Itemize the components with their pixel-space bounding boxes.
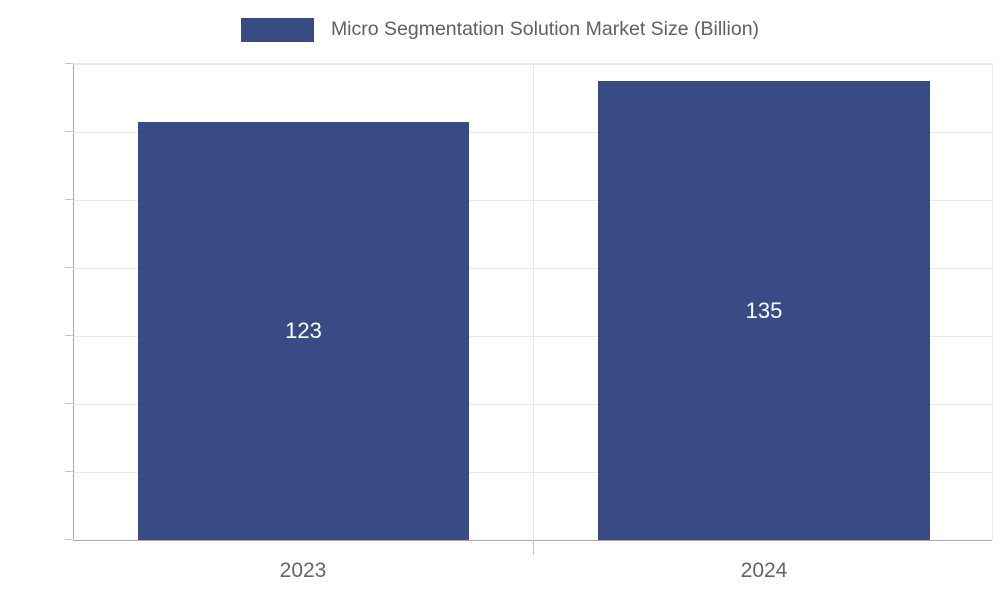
legend-color-swatch-icon: [240, 18, 314, 42]
y-tick-mark-0: [65, 539, 73, 540]
plot-area: 123 135: [73, 63, 993, 541]
chart-legend: Micro Segmentation Solution Market Size …: [0, 0, 1000, 60]
legend-item-label: Micro Segmentation Solution Market Size …: [330, 18, 760, 41]
bar-2024[interactable]: [598, 81, 930, 540]
gridline-80: [73, 268, 992, 269]
y-tick-mark-20: [65, 471, 73, 472]
legend-item-market-size[interactable]: Micro Segmentation Solution Market Size …: [240, 18, 760, 42]
gridline-100: [73, 200, 992, 201]
gridline-category-separator: [533, 64, 534, 540]
gridline-40: [73, 404, 992, 405]
gridline-20: [73, 472, 992, 473]
x-tick-mark-separator: [533, 540, 534, 555]
gridline-140: [73, 64, 992, 65]
y-tick-mark-140: [65, 63, 73, 64]
axis-baseline: [73, 540, 992, 541]
bar-value-label-2023: 123: [285, 318, 322, 343]
y-tick-mark-100: [65, 199, 73, 200]
bar-value-label-2024: 135: [745, 297, 783, 323]
x-tick-label-2023: 2023: [279, 559, 327, 582]
y-tick-mark-120: [65, 131, 73, 132]
bar-2023[interactable]: [138, 121, 469, 540]
y-tick-mark-80: [65, 267, 73, 268]
gridline-60: [73, 336, 992, 337]
y-axis-line: [73, 63, 74, 539]
y-tick-mark-60: [65, 335, 73, 336]
y-tick-mark-40: [65, 403, 73, 404]
x-tick-label-2024: 2024: [740, 559, 788, 582]
gridline-120: [73, 132, 992, 133]
